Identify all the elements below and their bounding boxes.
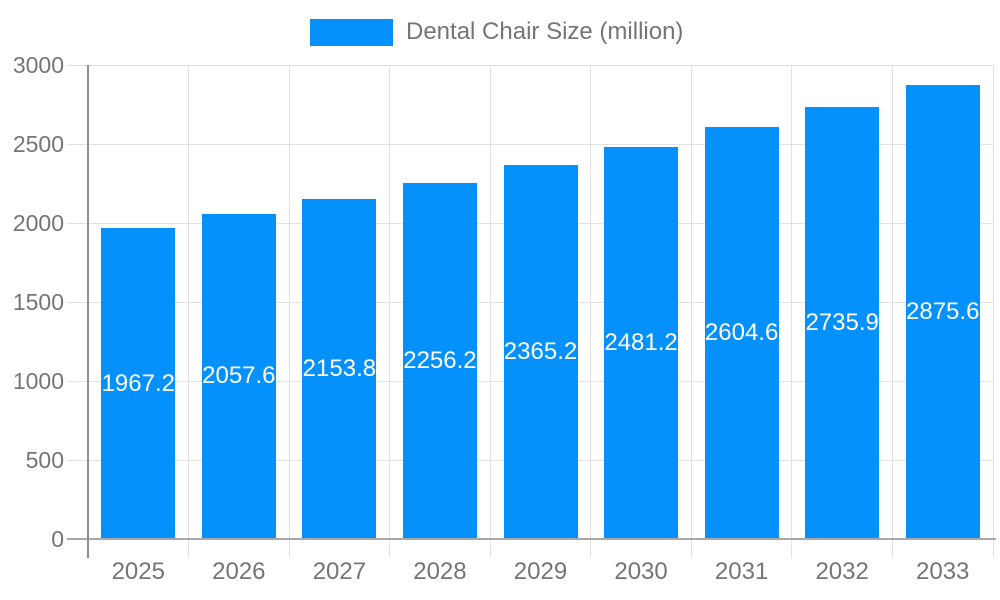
x-grid-line bbox=[288, 65, 290, 558]
plot-area: 0 500 1000 1500 2000 2500 3000 1967.2 2025 2057.6… bbox=[13, 52, 996, 585]
bar-value-label: 2604.6 bbox=[704, 319, 779, 347]
x-tick-label: 2032 bbox=[815, 558, 869, 585]
legend-swatch bbox=[310, 18, 393, 46]
x-tick-label: 2027 bbox=[312, 558, 367, 585]
legend-label: Dental Chair Size (million) bbox=[406, 18, 684, 45]
legend-item[interactable]: Dental Chair Size (million) bbox=[310, 18, 683, 46]
bar[interactable]: 2875.6 bbox=[905, 84, 980, 539]
bar[interactable]: 2256.2 bbox=[402, 182, 477, 539]
x-tick-label: 2030 bbox=[614, 558, 668, 585]
y-axis-line bbox=[87, 65, 89, 558]
bar[interactable]: 2153.8 bbox=[302, 198, 377, 539]
y-tick-label: 2500 bbox=[12, 131, 64, 157]
x-grid-line bbox=[188, 65, 190, 558]
bar[interactable]: 2365.2 bbox=[503, 165, 578, 539]
bar[interactable]: 2057.6 bbox=[201, 213, 276, 539]
bar-value-label: 2481.2 bbox=[604, 328, 678, 356]
x-grid-line bbox=[590, 65, 592, 558]
y-tick-label: 500 bbox=[25, 447, 64, 473]
x-grid-line bbox=[791, 65, 793, 558]
x-axis-baseline bbox=[67, 538, 996, 540]
bar-value-label: 1967.2 bbox=[101, 369, 175, 397]
y-grid-line bbox=[67, 64, 993, 66]
y-tick-label: 0 bbox=[51, 526, 64, 552]
x-tick-label: 2029 bbox=[513, 558, 568, 585]
bar[interactable]: 2481.2 bbox=[604, 146, 679, 539]
y-tick-label: 3000 bbox=[12, 52, 64, 78]
bar-value-label: 2256.2 bbox=[403, 346, 477, 374]
y-grid-line bbox=[67, 143, 993, 145]
y-tick-label: 1500 bbox=[12, 289, 64, 315]
x-tick-label: 2026 bbox=[212, 558, 266, 585]
bar[interactable]: 2735.9 bbox=[805, 106, 880, 539]
x-grid-line bbox=[389, 65, 391, 558]
bar-value-label: 2153.8 bbox=[302, 354, 377, 382]
bar-value-label: 2365.2 bbox=[503, 338, 578, 366]
bar-value-label: 2057.6 bbox=[202, 362, 276, 390]
y-tick-label: 2000 bbox=[12, 210, 64, 236]
x-grid-line bbox=[489, 65, 491, 558]
x-grid-line bbox=[992, 65, 994, 558]
bar-value-label: 2735.9 bbox=[805, 308, 879, 336]
x-tick-label: 2025 bbox=[111, 558, 165, 585]
bar-value-label: 2875.6 bbox=[906, 297, 980, 325]
x-grid-line bbox=[891, 65, 893, 558]
bar[interactable]: 2604.6 bbox=[704, 127, 779, 539]
x-tick-label: 2028 bbox=[413, 558, 467, 585]
bar[interactable]: 1967.2 bbox=[101, 228, 176, 539]
x-tick-label: 2031 bbox=[714, 558, 769, 585]
x-grid-line bbox=[690, 65, 692, 558]
x-tick-label: 2033 bbox=[916, 558, 970, 585]
y-tick-label: 1000 bbox=[12, 368, 64, 394]
